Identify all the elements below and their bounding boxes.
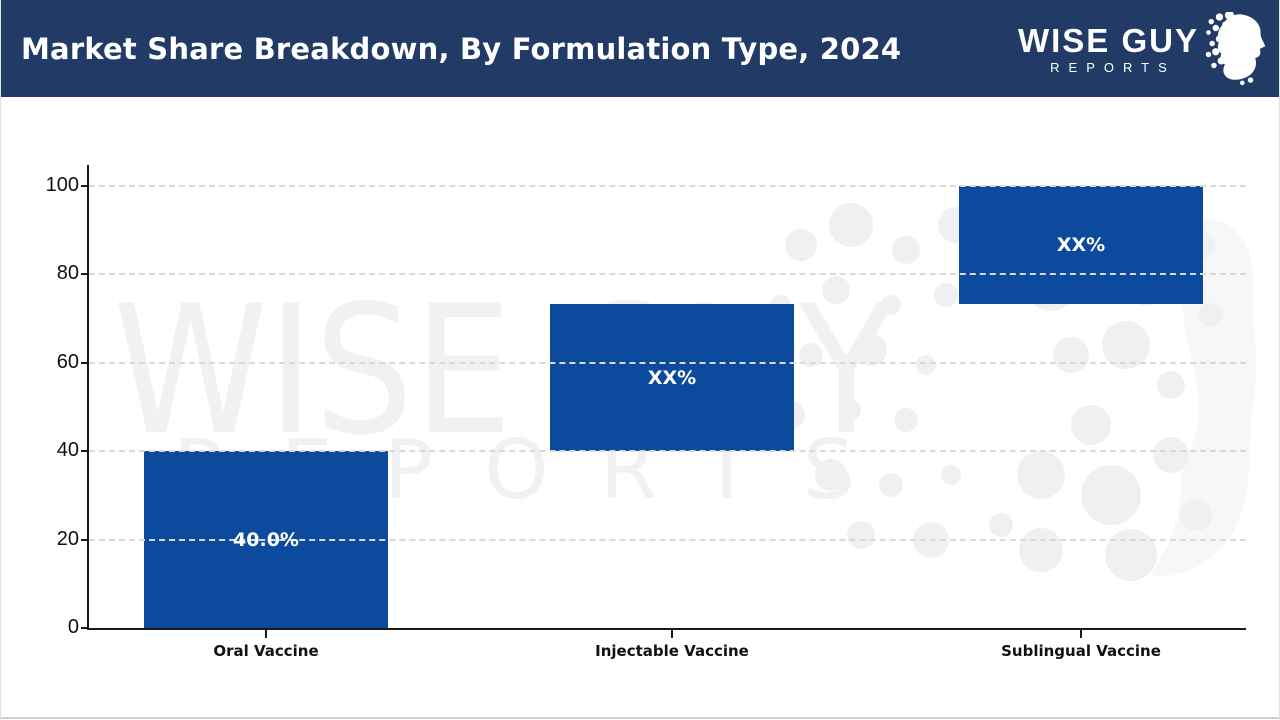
y-tick-label: 100 <box>45 174 79 196</box>
y-tick-mark <box>81 361 89 364</box>
x-tick-mark <box>265 630 267 638</box>
chart-title: Market Share Breakdown, By Formulation T… <box>21 31 902 66</box>
x-tick-mark <box>1080 630 1082 638</box>
bar-value-label: XX% <box>647 366 697 389</box>
gridline <box>89 538 1246 541</box>
wise-guy-reports-logo: WISE GUY REPORTS <box>1018 11 1267 86</box>
y-axis-line <box>87 165 89 630</box>
gridline <box>89 273 1246 276</box>
y-tick-mark <box>81 450 89 453</box>
logo-text: WISE GUY REPORTS <box>1018 24 1199 74</box>
x-tick-mark <box>671 630 673 638</box>
x-axis-line <box>87 628 1246 630</box>
x-category-label: Sublingual Vaccine <box>1001 642 1161 660</box>
x-category-label: Oral Vaccine <box>213 642 319 660</box>
y-tick-label: 60 <box>56 350 79 373</box>
bar-segment <box>550 304 794 452</box>
y-tick-mark <box>81 185 89 187</box>
bar-value-label: XX% <box>1056 234 1106 256</box>
y-tick-label: 40 <box>56 439 79 462</box>
y-tick-label: 80 <box>56 262 79 285</box>
y-tick-label: 0 <box>67 616 79 638</box>
gridline <box>89 450 1246 453</box>
x-category-label: Injectable Vaccine <box>595 642 749 660</box>
y-tick-mark <box>81 538 89 541</box>
y-tick-mark <box>81 627 89 629</box>
y-tick-mark <box>81 273 89 276</box>
bar-segment <box>959 186 1203 304</box>
header-bar: Market Share Breakdown, By Formulation T… <box>1 0 1279 97</box>
gridline <box>89 361 1246 364</box>
logo-face-icon <box>1205 11 1266 85</box>
gridline <box>89 185 1246 187</box>
page-bottom-border <box>1 717 1279 719</box>
logo-wiseguy-text: WISE GUY <box>1017 21 1199 59</box>
bar-value-label: 40.0% <box>233 528 299 551</box>
logo-reports-text: REPORTS <box>1050 59 1176 75</box>
y-tick-label: 20 <box>56 527 79 550</box>
